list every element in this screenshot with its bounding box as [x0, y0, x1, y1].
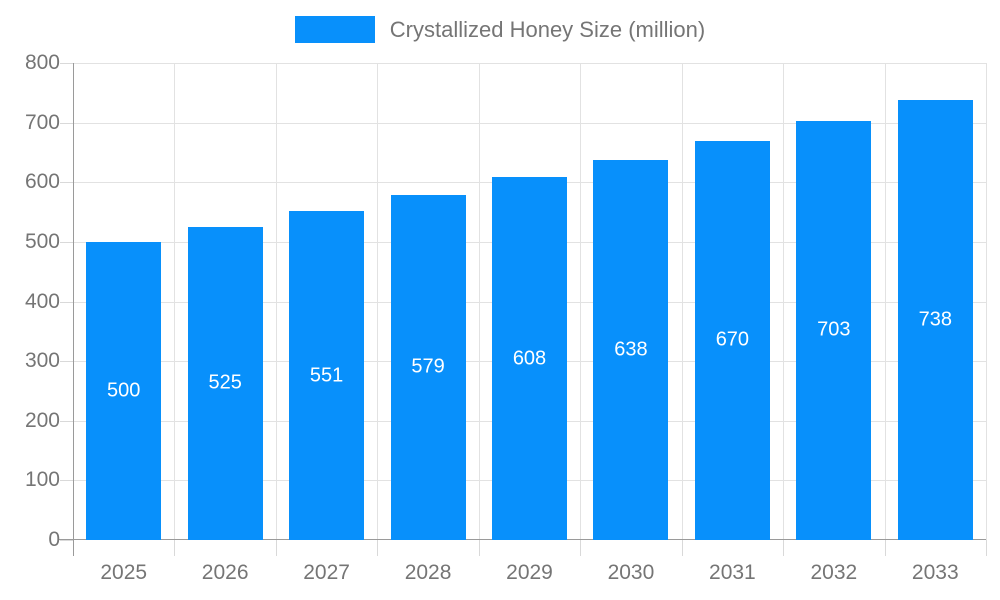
x-axis-tick-label: 2026 [201, 561, 249, 584]
v-gridline [275, 63, 277, 540]
v-gridline [377, 63, 379, 540]
v-gridline [478, 63, 480, 540]
v-gridline [783, 63, 785, 540]
bar-value-label: 551 [309, 364, 344, 387]
y-tick [60, 420, 73, 422]
bar-value-label: 525 [208, 371, 242, 394]
bar-2028[interactable]: 579 [390, 194, 466, 540]
h-gridline [73, 122, 986, 124]
y-axis-tick-label: 800 [24, 51, 60, 74]
bar-2027[interactable]: 551 [289, 211, 365, 540]
bar-value-label: 638 [614, 338, 648, 361]
bar-2030[interactable]: 638 [593, 159, 669, 540]
y-axis-tick-label: 0 [48, 528, 60, 551]
v-gridline [580, 63, 582, 540]
v-gridline [884, 63, 886, 540]
x-axis-tick-label: 2031 [709, 561, 756, 584]
x-axis-tick-label: 2028 [404, 561, 452, 584]
y-tick [60, 540, 73, 541]
bar-2025[interactable]: 500 [86, 241, 162, 540]
x-tick [681, 540, 683, 556]
v-gridline [986, 63, 987, 540]
bar-value-label: 608 [512, 347, 547, 370]
x-axis-tick-label: 2025 [100, 561, 148, 584]
bar-value-label: 738 [918, 308, 952, 331]
x-tick [580, 540, 582, 556]
v-gridline [174, 63, 176, 540]
y-tick [60, 122, 73, 124]
x-tick [275, 540, 277, 556]
y-tick [60, 182, 73, 184]
y-tick [60, 361, 73, 363]
y-axis-tick-label: 300 [24, 349, 60, 373]
x-axis-tick-label: 2029 [506, 561, 553, 584]
y-axis-tick-label: 200 [24, 408, 60, 432]
v-gridline [681, 63, 683, 540]
x-tick [377, 540, 379, 556]
bar-2032[interactable]: 703 [796, 120, 872, 540]
legend[interactable]: Crystallized Honey Size (million) [0, 16, 1000, 43]
y-axis-tick-label: 500 [24, 229, 60, 253]
legend-swatch [294, 16, 375, 43]
y-axis-tick-label: 100 [24, 468, 60, 492]
x-axis-tick-label: 2032 [810, 561, 858, 584]
x-tick [986, 540, 987, 556]
bar-2031[interactable]: 670 [694, 140, 770, 540]
y-tick [60, 63, 73, 64]
x-axis-tick-label: 2027 [303, 561, 350, 584]
x-axis-tick-label: 2033 [911, 561, 959, 584]
x-tick [174, 540, 176, 556]
x-tick [478, 540, 480, 556]
y-axis-tick-label: 400 [24, 289, 60, 313]
y-axis-tick-label: 700 [24, 110, 60, 134]
bar-2029[interactable]: 608 [492, 177, 567, 540]
y-tick [60, 241, 73, 243]
y-tick [60, 480, 73, 482]
h-gridline [73, 63, 986, 64]
bar-2026[interactable]: 525 [187, 226, 263, 540]
bar-value-label: 703 [817, 318, 851, 341]
y-axis-tick-label: 600 [24, 170, 60, 194]
bar-value-label: 500 [107, 379, 141, 402]
x-axis-tick-label: 2030 [607, 561, 655, 584]
x-tick [783, 540, 785, 556]
x-tick [884, 540, 886, 556]
bar-2033[interactable]: 738 [897, 99, 973, 540]
y-tick [60, 301, 73, 303]
legend-label: Crystallized Honey Size (million) [389, 16, 706, 42]
bar-value-label: 670 [715, 328, 750, 351]
plot-area: 500 525 551 579 608 638 670 703 738 [59, 63, 987, 556]
bar-value-label: 579 [411, 355, 445, 378]
y-axis-line [73, 63, 74, 556]
